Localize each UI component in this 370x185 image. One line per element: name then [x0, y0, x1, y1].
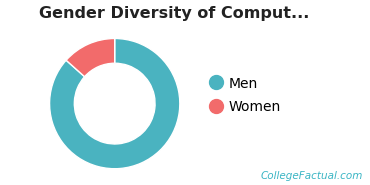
Text: CollegeFactual.com: CollegeFactual.com	[260, 171, 363, 181]
Legend: Men, Women: Men, Women	[206, 73, 285, 118]
Wedge shape	[66, 38, 115, 77]
Text: Gender Diversity of Comput...: Gender Diversity of Comput...	[39, 6, 309, 21]
Wedge shape	[50, 38, 180, 169]
Text: 86.6%: 86.6%	[104, 123, 141, 133]
